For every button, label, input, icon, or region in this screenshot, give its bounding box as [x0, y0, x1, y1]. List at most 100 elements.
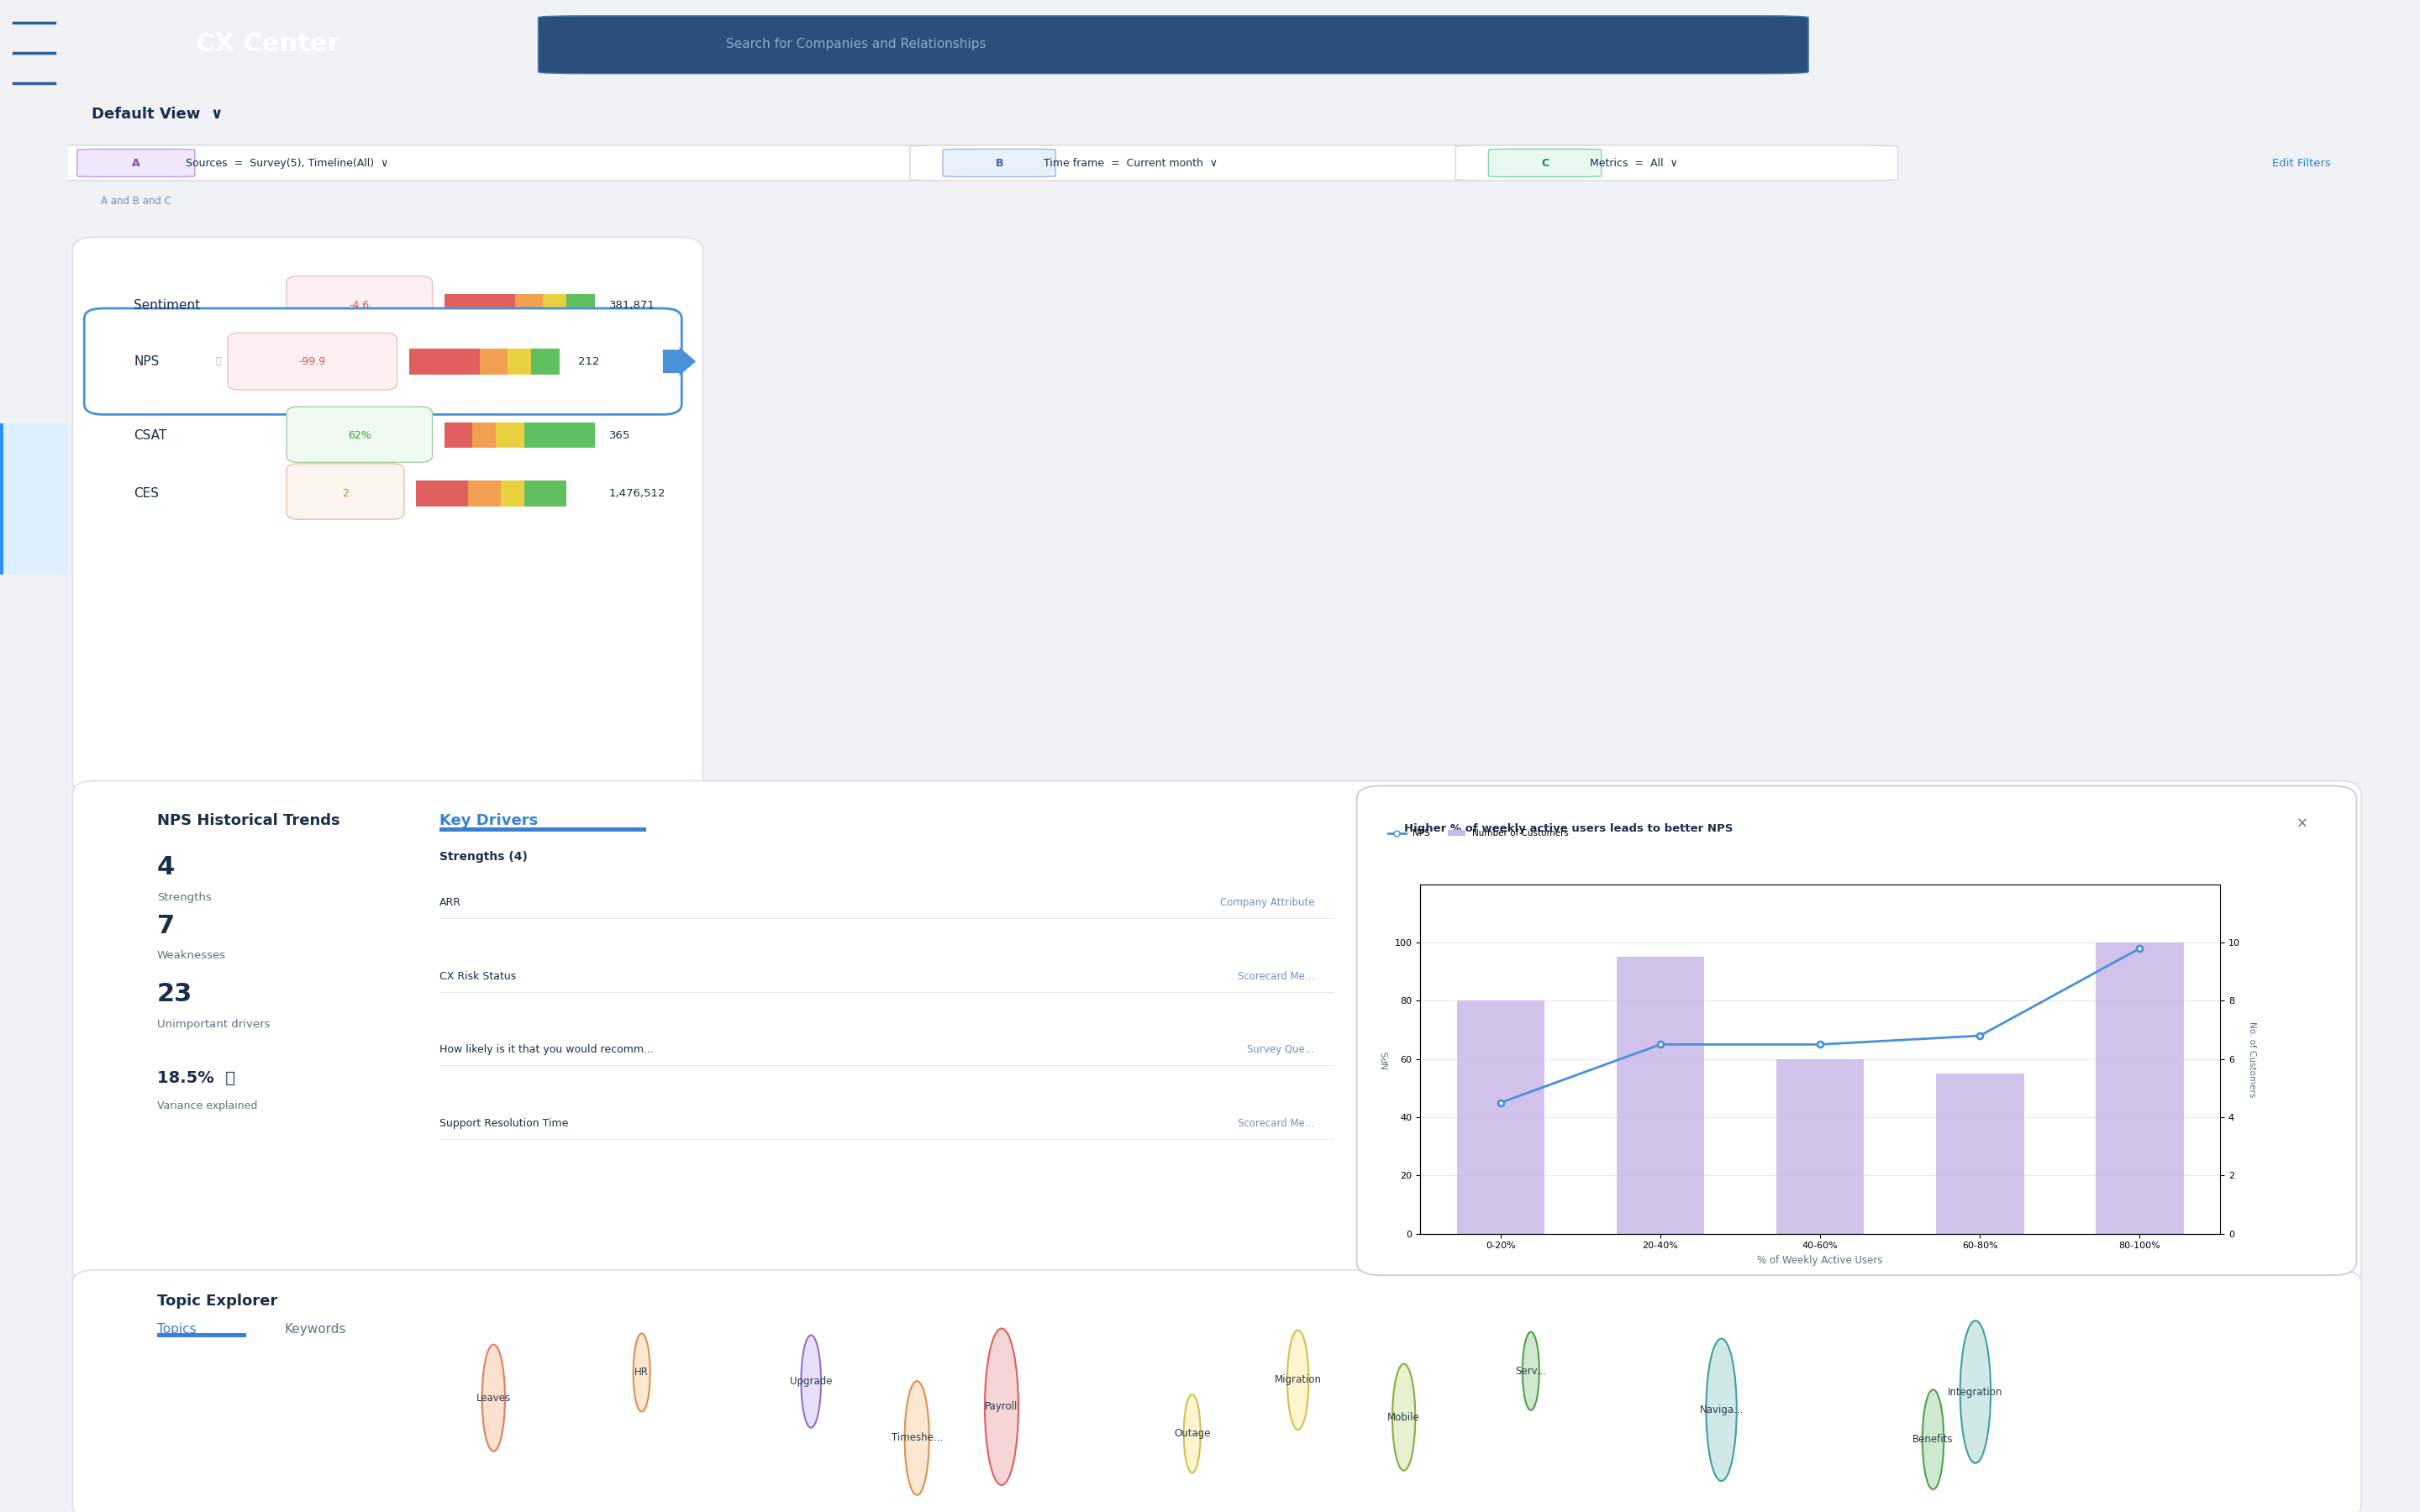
Bar [525, 481, 566, 507]
Text: Keywords: Keywords [283, 1323, 346, 1335]
Bar [496, 422, 525, 448]
FancyBboxPatch shape [286, 464, 404, 519]
FancyBboxPatch shape [73, 1270, 2362, 1512]
FancyBboxPatch shape [286, 407, 433, 463]
FancyBboxPatch shape [77, 150, 194, 177]
Text: Topic Explorer: Topic Explorer [157, 1293, 278, 1308]
Text: Payroll: Payroll [985, 1402, 1019, 1412]
Text: Metrics  =  All  ∨: Metrics = All ∨ [1590, 157, 1677, 168]
Bar [515, 295, 542, 321]
Text: Scorecard Me...: Scorecard Me... [1239, 1119, 1314, 1129]
Ellipse shape [1287, 1331, 1309, 1430]
FancyBboxPatch shape [73, 780, 2362, 1285]
Text: Sources  =  Survey(5), Timeline(All)  ∨: Sources = Survey(5), Timeline(All) ∨ [186, 157, 387, 168]
Bar [467, 481, 501, 507]
Text: 381,871: 381,871 [610, 301, 656, 311]
FancyBboxPatch shape [227, 333, 397, 390]
Text: Serv...: Serv... [1515, 1365, 1546, 1376]
Text: 62%: 62% [348, 429, 370, 440]
Text: 1,476,512: 1,476,512 [610, 488, 666, 499]
Text: CES: CES [133, 487, 160, 499]
Text: Topics: Topics [157, 1323, 196, 1335]
Text: Scorecard Measure: Scorecard Measure [1943, 897, 2040, 907]
Text: C: C [1542, 157, 1549, 168]
Bar [566, 295, 595, 321]
Text: Leaves: Leaves [477, 1393, 511, 1403]
FancyBboxPatch shape [44, 145, 985, 181]
Text: 📊: 📊 [2045, 897, 2052, 907]
Text: CX Risk Status: CX Risk Status [440, 971, 515, 981]
Text: Outage: Outage [1174, 1429, 1210, 1439]
Text: 212: 212 [578, 355, 600, 367]
Text: ARR: ARR [440, 897, 462, 907]
Text: 4: 4 [157, 856, 174, 880]
Ellipse shape [634, 1334, 651, 1412]
Text: Timeshe...: Timeshe... [891, 1432, 944, 1444]
Text: B: B [995, 157, 1004, 168]
Bar [1776, 1058, 1863, 1234]
Bar [445, 422, 472, 448]
Ellipse shape [482, 1344, 506, 1452]
Text: Company Attribute: Company Attribute [1220, 897, 1314, 907]
Text: Default View  ∨: Default View ∨ [92, 106, 223, 121]
Ellipse shape [801, 1335, 820, 1427]
Text: Key Drivers: Key Drivers [440, 813, 537, 829]
Text: ⓘ: ⓘ [215, 357, 223, 366]
Ellipse shape [1183, 1394, 1200, 1473]
Bar [501, 481, 525, 507]
Ellipse shape [985, 1329, 1019, 1485]
Text: Survey Que...: Survey Que... [1246, 1045, 1314, 1055]
Bar [445, 295, 515, 321]
Text: HR: HR [634, 1367, 649, 1377]
Text: -4.6: -4.6 [348, 301, 370, 311]
FancyBboxPatch shape [286, 277, 433, 336]
Text: Mobile: Mobile [1387, 1412, 1421, 1423]
Text: 7: 7 [157, 913, 174, 937]
Text: A: A [133, 157, 140, 168]
Text: ×: × [2297, 816, 2309, 832]
FancyBboxPatch shape [944, 150, 1055, 177]
Legend: NPS, Number of Customers: NPS, Number of Customers [1384, 826, 1573, 841]
Text: A and B and C: A and B and C [102, 195, 172, 206]
FancyBboxPatch shape [910, 145, 1534, 181]
Y-axis label: No. of Customers: No. of Customers [2248, 1021, 2255, 1098]
Text: Time frame  =  Current month  ∨: Time frame = Current month ∨ [1043, 157, 1217, 168]
Text: % of weekly active users: % of weekly active users [1370, 897, 1500, 907]
Text: Weaknesses: Weaknesses [157, 950, 225, 962]
Bar [1936, 1074, 2023, 1234]
Text: CSAT: CSAT [133, 429, 167, 442]
Text: Weaknesses (7): Weaknesses (7) [1370, 851, 1471, 863]
Ellipse shape [1706, 1338, 1738, 1480]
Text: NPS Historical Trends: NPS Historical Trends [157, 813, 341, 829]
Bar [409, 348, 479, 375]
Bar [1617, 957, 1704, 1234]
Bar [542, 295, 566, 321]
FancyBboxPatch shape [85, 308, 682, 414]
Ellipse shape [1522, 1332, 1539, 1411]
Text: -99.9: -99.9 [300, 355, 327, 367]
Text: How likely is it that you would recomm...: How likely is it that you would recomm..… [440, 1045, 653, 1055]
FancyBboxPatch shape [1454, 145, 1897, 181]
FancyBboxPatch shape [537, 15, 1808, 74]
Text: Upgrade: Upgrade [789, 1376, 832, 1387]
Text: Sentiment: Sentiment [133, 299, 201, 311]
Text: Strengths: Strengths [157, 892, 211, 903]
Text: CX Center: CX Center [196, 32, 339, 56]
Bar [530, 348, 559, 375]
Text: 2: 2 [341, 488, 348, 499]
Text: Unimportant drivers: Unimportant drivers [157, 1019, 271, 1030]
FancyBboxPatch shape [1488, 150, 1602, 177]
Text: Naviga...: Naviga... [1699, 1405, 1742, 1415]
Text: Migration: Migration [1275, 1374, 1321, 1385]
Bar [1457, 1001, 1544, 1234]
FancyBboxPatch shape [73, 237, 702, 794]
Ellipse shape [1391, 1364, 1416, 1471]
Bar [525, 422, 595, 448]
Text: Benefits: Benefits [1912, 1433, 1953, 1445]
X-axis label: % of Weekly Active Users: % of Weekly Active Users [1757, 1255, 1883, 1266]
Bar [472, 422, 496, 448]
Text: Variance explained: Variance explained [157, 1101, 257, 1111]
Text: View More Details: View More Details [2149, 815, 2243, 827]
FancyArrow shape [663, 348, 697, 375]
Text: Integration: Integration [1948, 1387, 2004, 1397]
